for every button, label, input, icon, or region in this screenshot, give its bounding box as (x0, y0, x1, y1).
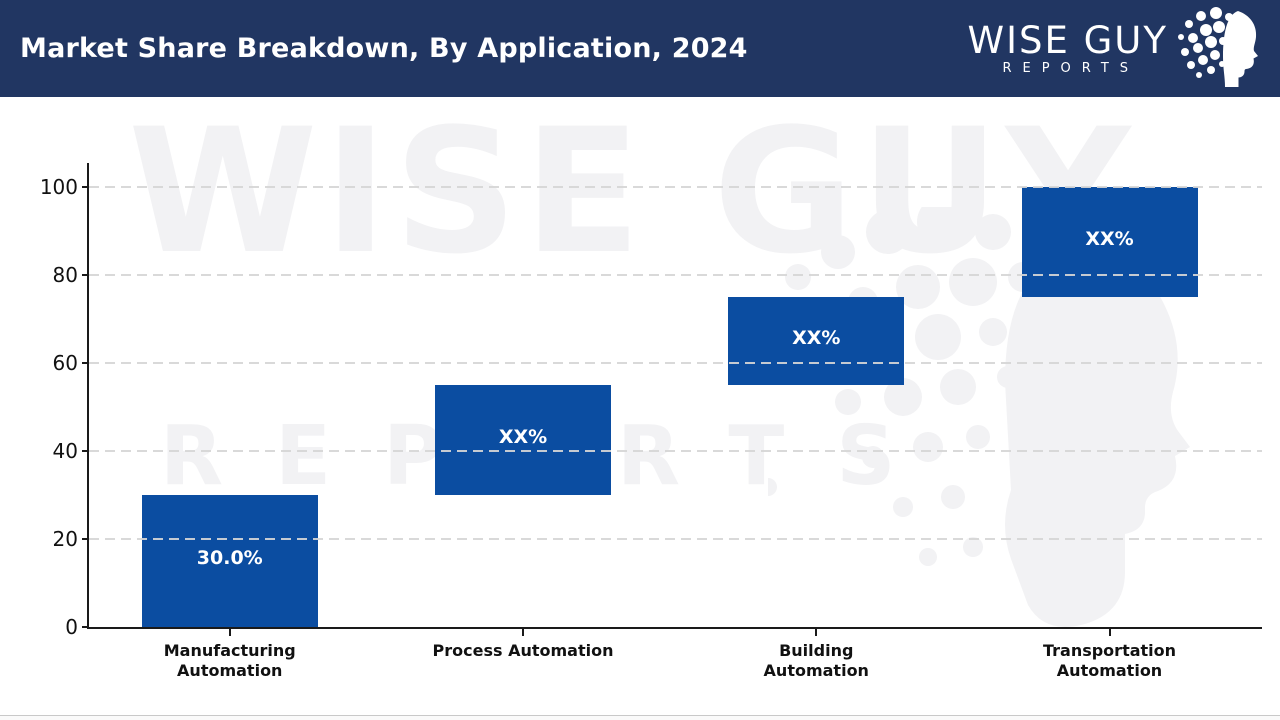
x-tick-mark (522, 629, 524, 636)
category-label-line: Building (779, 641, 854, 660)
bar-value-label: XX% (1085, 228, 1134, 250)
y-tick-label: 100 (39, 175, 78, 199)
y-tick-label: 80 (52, 263, 78, 287)
page-title: Market Share Breakdown, By Application, … (20, 33, 748, 64)
x-tick-mark (228, 629, 231, 636)
category-label: Process Automation (403, 641, 643, 661)
y-tick-label: 0 (65, 615, 78, 639)
category-label: Transportation Automation (990, 641, 1230, 681)
category-label-line: Automation (763, 661, 869, 680)
logo-text: WISE GUY REPORTS (967, 18, 1168, 76)
y-tick-label: 40 (52, 439, 78, 463)
bar-value-label: XX% (792, 327, 841, 349)
logo-wordmark: WISE GUY (967, 18, 1168, 62)
bar-building-automation (728, 297, 905, 385)
y-tick-mark (82, 626, 89, 628)
bottom-margin (0, 716, 1280, 720)
y-tick-mark (82, 538, 89, 540)
gridline (89, 450, 1262, 452)
category-label: Building Automation (696, 641, 936, 681)
watermark-face-icon (768, 207, 1190, 627)
header-bar: Market Share Breakdown, By Application, … (0, 0, 1280, 97)
y-axis-line (87, 163, 89, 629)
bar-value-label: XX% (498, 426, 548, 448)
category-label-line: Manufacturing (163, 641, 296, 660)
y-tick-label: 60 (52, 351, 78, 375)
bar-transportation-automation (1021, 187, 1198, 297)
y-tick-mark (82, 362, 89, 364)
chart-area: WISE GUY REPORTS 02040608010030.0%Manufa… (0, 91, 1280, 720)
gridline (89, 362, 1262, 364)
category-label: Manufacturing Automation (110, 641, 350, 681)
logo-face-icon (1178, 6, 1258, 87)
y-tick-label: 20 (52, 527, 78, 551)
bar-manufacturing-automation (141, 495, 318, 627)
bar-value-label: 30.0% (196, 547, 263, 569)
wise-guy-logo: WISE GUY REPORTS (967, 6, 1258, 91)
bottom-divider (0, 715, 1280, 716)
watermark-wordmark: WISE GUY (128, 91, 1137, 292)
y-tick-mark (82, 186, 89, 188)
category-label-line: Transportation (1042, 641, 1177, 660)
gridline (89, 186, 1262, 188)
bar-process-automation (435, 385, 611, 495)
category-label-line: Automation (177, 661, 283, 680)
x-axis-line (87, 627, 1262, 629)
category-label-line: Automation (1056, 661, 1163, 680)
y-tick-mark (82, 274, 89, 276)
y-tick-mark (82, 450, 89, 452)
x-tick-mark (815, 629, 818, 636)
logo-subtitle: REPORTS (1002, 60, 1140, 76)
gridline (89, 274, 1262, 276)
gridline (89, 538, 1262, 540)
category-label-line: Process Automation (432, 641, 614, 660)
x-tick-mark (1108, 629, 1111, 636)
